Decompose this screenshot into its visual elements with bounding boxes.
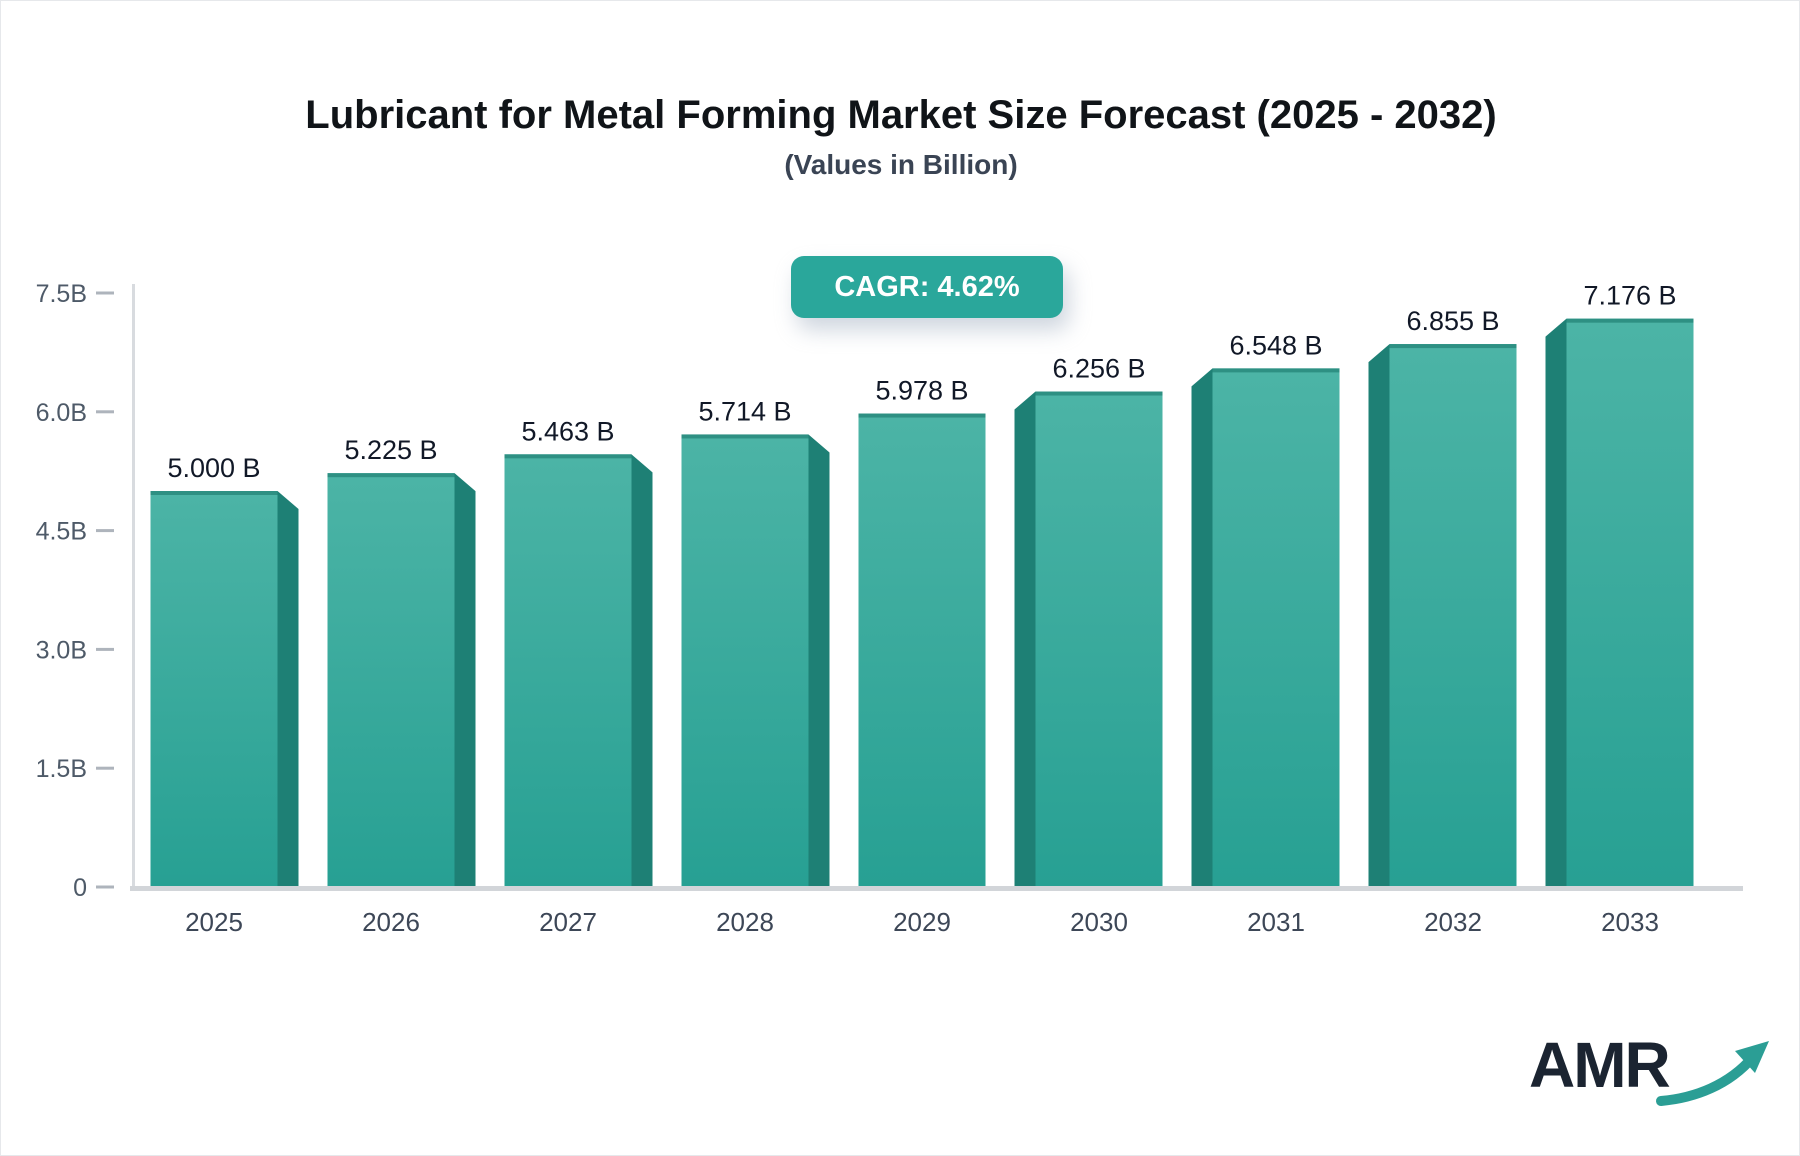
bar-top-edge [858,413,986,418]
x-axis-label: 2032 [1424,907,1482,937]
bar-side-face [277,491,299,887]
bar-value-label: 6.855 B [1406,306,1499,336]
bar-top-edge [1212,368,1340,373]
bar-value-label: 5.463 B [521,416,614,446]
bar-value-label: 6.256 B [1052,354,1145,384]
y-tick-dash [96,885,114,889]
y-axis-line [132,284,135,888]
bar-face [1389,344,1517,888]
bar-top-edge [504,454,632,459]
bar-value-label: 5.978 B [875,376,968,406]
bar-side-face [454,473,476,887]
bar-side-face [1545,318,1567,888]
y-tick-dash [96,410,114,414]
y-tick-dash [96,529,114,533]
bar-top-edge [1566,318,1694,323]
x-axis-label: 2027 [539,907,597,937]
bar-2026 [327,473,476,887]
y-axis-label: 4.5B [36,518,87,546]
bar-side-face [808,434,830,887]
bar-2033 [1545,318,1694,888]
bar-2031 [1191,368,1340,887]
bar-face [327,473,455,887]
chart-title: Lubricant for Metal Forming Market Size … [305,93,1497,137]
bar-2030 [1014,391,1163,887]
bar-top-edge [1389,344,1517,349]
bar-face [504,454,632,887]
y-axis-label: 0 [73,874,87,902]
y-axis-label: 7.5B [36,280,87,308]
bar-top-edge [1035,391,1163,396]
bar-face [681,434,809,887]
bar-side-face [1191,368,1213,887]
bar-face [1212,368,1340,887]
x-axis-label: 2025 [185,907,243,937]
amr-logo-text: AMR [1529,1029,1671,1101]
bar-2032 [1368,344,1517,888]
bar-value-label: 6.548 B [1229,330,1322,360]
x-axis-label: 2031 [1247,907,1305,937]
bar-face [858,413,986,887]
bar-value-label: 7.176 B [1583,281,1676,311]
bar-value-label: 5.714 B [698,396,791,426]
bar-face [1566,318,1694,888]
y-axis-label: 3.0B [36,636,87,664]
bar-2025 [150,491,299,887]
chart-subtitle: (Values in Billion) [784,149,1018,180]
bar-2028 [681,434,830,887]
y-tick-dash [96,291,114,295]
bar-2029 [858,413,986,887]
amr-logo: AMR [1529,1033,1781,1113]
x-axis-line [130,886,1743,891]
bar-face [150,491,278,887]
bar-top-edge [150,491,278,495]
bar-side-face [1368,344,1390,888]
cagr-badge: CAGR: 4.62% [791,256,1063,318]
bar-top-edge [327,473,455,478]
bar-side-face [1014,391,1036,887]
bar-face [1035,391,1163,887]
x-axis-label: 2029 [893,907,951,937]
y-axis-label: 1.5B [36,755,87,783]
x-axis-label: 2028 [716,907,774,937]
bar-side-face [631,454,653,887]
bar-top-edge [681,434,809,439]
x-axis-label: 2033 [1601,907,1659,937]
growth-arrow-icon [1655,1041,1769,1106]
bar-value-label: 5.000 B [167,453,260,483]
x-axis-label: 2030 [1070,907,1128,937]
y-tick-dash [96,647,114,651]
bar-value-label: 5.225 B [344,435,437,465]
bar-2027 [504,454,653,887]
x-axis-label: 2026 [362,907,420,937]
y-axis-label: 6.0B [36,399,87,427]
y-tick-dash [96,766,114,770]
